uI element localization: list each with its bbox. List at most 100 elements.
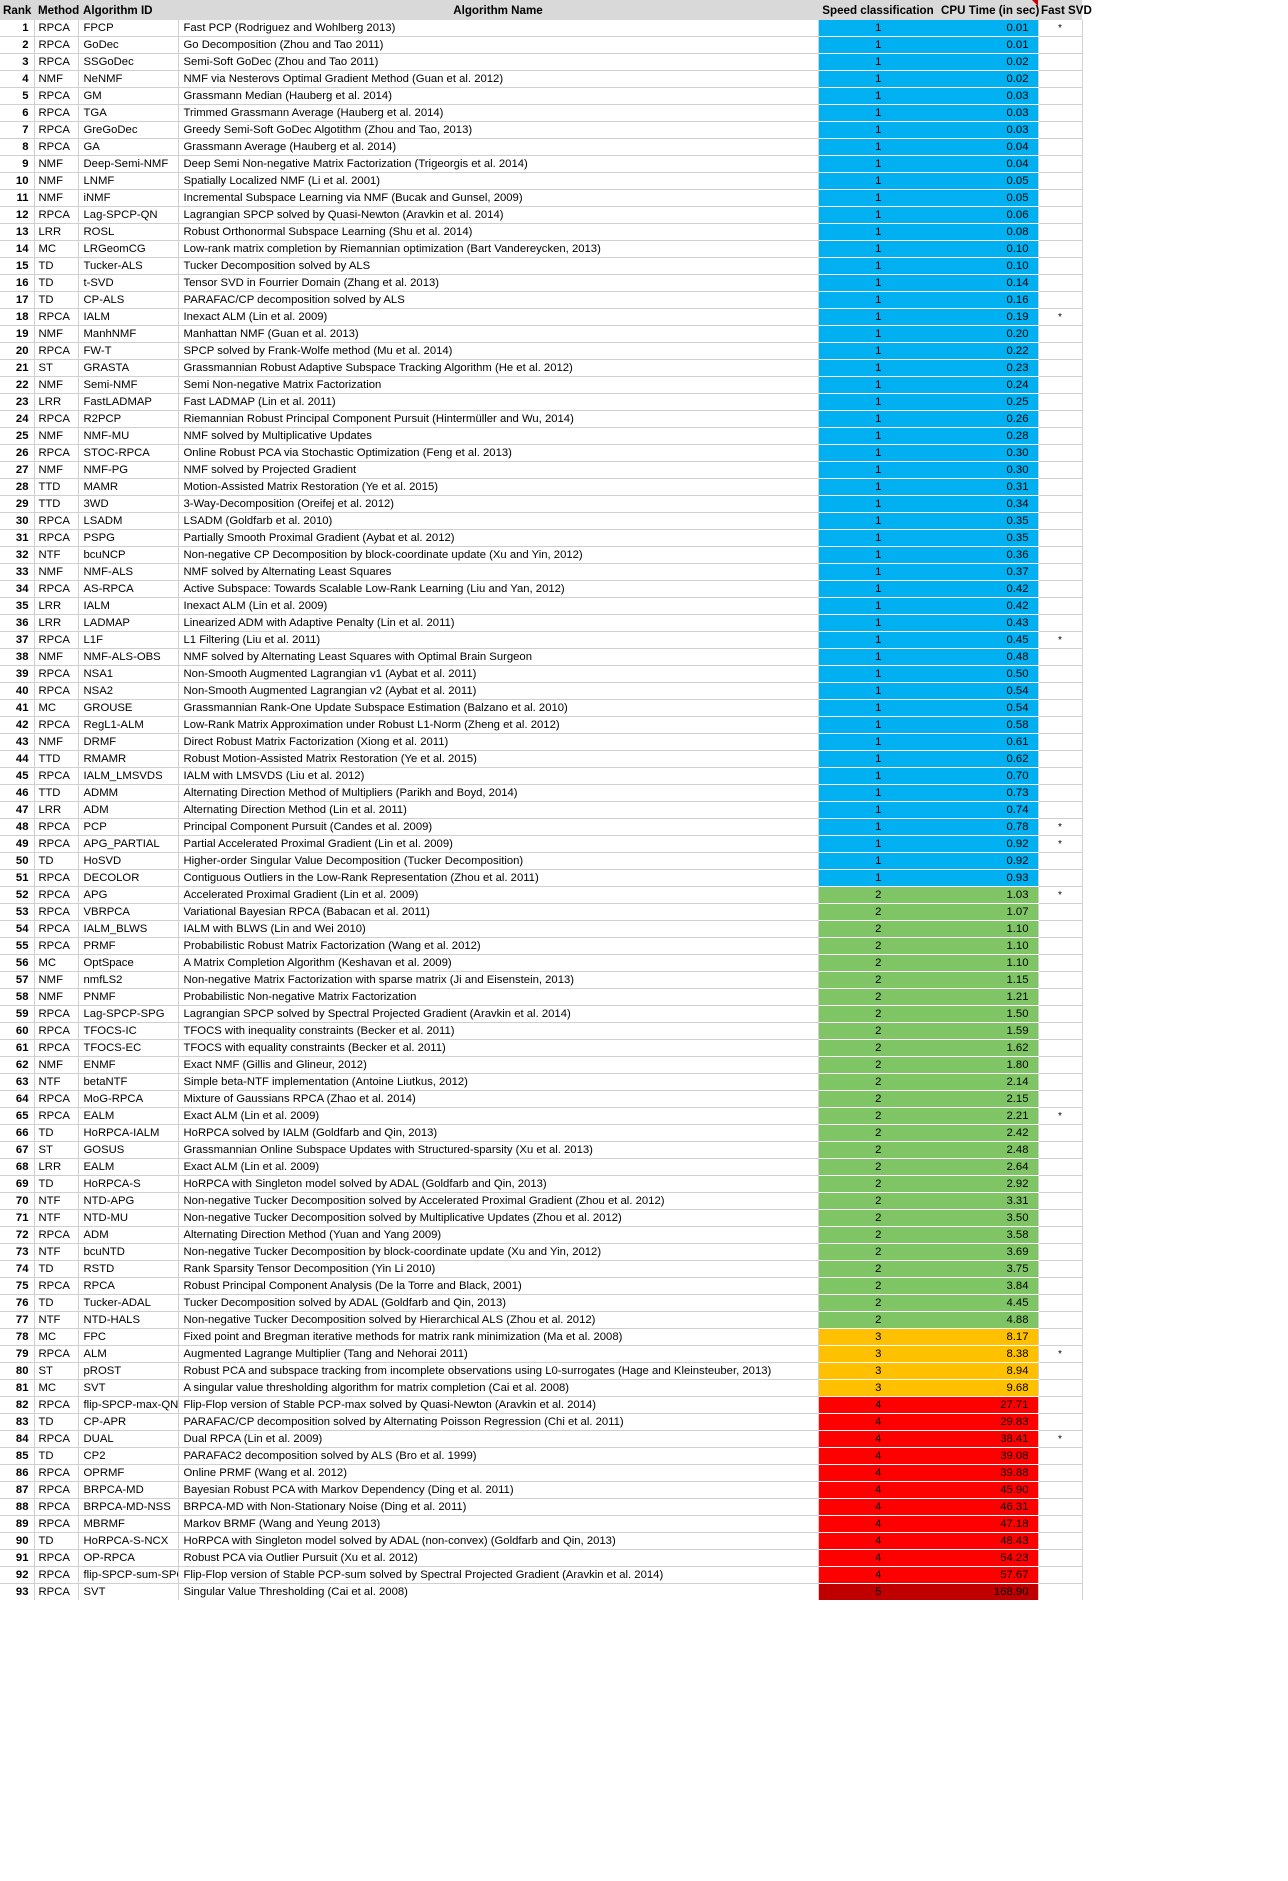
table-row[interactable]: 3 RPCA SSGoDec Semi-Soft GoDec (Zhou and Ta…: [0, 53, 1083, 71]
table-row[interactable]: 56 MC OptSpace A Matrix Completion Algorith…: [0, 954, 1083, 972]
table-row[interactable]: 67 ST GOSUS Grassmannian Online Subspace Up…: [0, 1141, 1083, 1159]
table-row[interactable]: 4 NMF NeNMF NMF via Nesterovs Optimal Gradi…: [0, 70, 1083, 88]
table-row[interactable]: 71 NTF NTD-MU Non-negative Tucker Decomposi…: [0, 1209, 1083, 1227]
table-row[interactable]: 32 NTF bcuNCP Non-negative CP Decomposition…: [0, 546, 1083, 564]
table-row[interactable]: 73 NTF bcuNTD Non-negative Tucker Decomposi…: [0, 1243, 1083, 1261]
table-row[interactable]: 91 RPCA OP-RPCA Robust PCA via Outlier Purs…: [0, 1549, 1083, 1567]
table-row[interactable]: 43 NMF DRMF Direct Robust Matrix Factorizat…: [0, 733, 1083, 751]
table-row[interactable]: 39 RPCA NSA1 Non-Smooth Augmented Lagrangia…: [0, 665, 1083, 683]
table-row[interactable]: 84 RPCA DUAL Dual RPCA (Lin et al. 2009) 4 38…: [0, 1430, 1083, 1448]
table-row[interactable]: 52 RPCA APG Accelerated Proximal Gradient (…: [0, 886, 1083, 904]
table-row[interactable]: 93 RPCA SVT Singular Value Thresholding (Ca…: [0, 1583, 1083, 1600]
table-row[interactable]: 77 NTF NTD-HALS Non-negative Tucker Decompo…: [0, 1311, 1083, 1329]
table-row[interactable]: 48 RPCA PCP Principal Component Pursuit (Ca…: [0, 818, 1083, 836]
table-row[interactable]: 26 RPCA STOC-RPCA Online Robust PCA via Sto…: [0, 444, 1083, 462]
table-row[interactable]: 35 LRR IALM Inexact ALM (Lin et al. 2009) 1 0…: [0, 597, 1083, 615]
table-row[interactable]: 19 NMF ManhNMF Manhattan NMF (Guan et al. 2…: [0, 325, 1083, 343]
table-row[interactable]: 66 TD HoRPCA-IALM HoRPCA solved by IALM (Go…: [0, 1124, 1083, 1142]
column-header-speed-classification[interactable]: Speed classification: [818, 0, 938, 20]
table-row[interactable]: 74 TD RSTD Rank Sparsity Tensor Decompositi…: [0, 1260, 1083, 1278]
table-row[interactable]: 54 RPCA IALM_BLWS IALM with BLWS (Lin and W…: [0, 920, 1083, 938]
table-row[interactable]: 25 NMF NMF-MU NMF solved by Multiplicative …: [0, 427, 1083, 445]
table-row[interactable]: 69 TD HoRPCA-S HoRPCA with Singleton model …: [0, 1175, 1083, 1193]
column-header-algorithm-id[interactable]: Algorithm ID: [78, 0, 178, 20]
table-row[interactable]: 17 TD CP-ALS PARAFAC/CP decomposition solve…: [0, 291, 1083, 309]
column-header-fast-svd[interactable]: Fast SVD: [1038, 0, 1092, 20]
table-row[interactable]: 83 TD CP-APR PARAFAC/CP decomposition solve…: [0, 1413, 1083, 1431]
column-header-rank[interactable]: Rank: [0, 0, 34, 20]
table-row[interactable]: 63 NTF betaNTF Simple beta-NTF implementati…: [0, 1073, 1083, 1091]
table-row[interactable]: 20 RPCA FW-T SPCP solved by Frank-Wolfe met…: [0, 342, 1083, 360]
table-row[interactable]: 22 NMF Semi-NMF Semi Non-negative Matrix Fa…: [0, 376, 1083, 394]
table-row[interactable]: 68 LRR EALM Exact ALM (Lin et al. 2009) 2 2.6…: [0, 1158, 1083, 1176]
column-header-cpu-time[interactable]: CPU Time (in sec): [938, 0, 1039, 20]
table-row[interactable]: 10 NMF LNMF Spatially Localized NMF (Li et …: [0, 172, 1083, 190]
table-row[interactable]: 90 TD HoRPCA-S-NCX HoRPCA with Singleton mo…: [0, 1532, 1083, 1550]
table-row[interactable]: 57 NMF nmfLS2 Non-negative Matrix Factoriza…: [0, 971, 1083, 989]
table-row[interactable]: 64 RPCA MoG-RPCA Mixture of Gaussians RPCA …: [0, 1090, 1083, 1108]
table-row[interactable]: 58 NMF PNMF Probabilistic Non-negative Matr…: [0, 988, 1083, 1006]
table-row[interactable]: 65 RPCA EALM Exact ALM (Lin et al. 2009) 2 2.…: [0, 1107, 1083, 1125]
table-row[interactable]: 86 RPCA OPRMF Online PRMF (Wang et al. 2012…: [0, 1464, 1083, 1482]
table-row[interactable]: 72 RPCA ADM Alternating Direction Method (Y…: [0, 1226, 1083, 1244]
table-row[interactable]: 80 ST pROST Robust PCA and subspace trackin…: [0, 1362, 1083, 1380]
table-row[interactable]: 70 NTF NTD-APG Non-negative Tucker Decompos…: [0, 1192, 1083, 1210]
table-row[interactable]: 27 NMF NMF-PG NMF solved by Projected Gradi…: [0, 461, 1083, 479]
table-row[interactable]: 34 RPCA AS-RPCA Active Subspace: Towards Sc…: [0, 580, 1083, 598]
table-row[interactable]: 21 ST GRASTA Grassmannian Robust Adaptive S…: [0, 359, 1083, 377]
table-row[interactable]: 49 RPCA APG_PARTIAL Partial Accelerated Pro…: [0, 835, 1083, 853]
table-row[interactable]: 11 NMF iNMF Incremental Subspace Learning v…: [0, 189, 1083, 207]
table-row[interactable]: 76 TD Tucker-ADAL Tucker Decomposition solv…: [0, 1294, 1083, 1312]
table-row[interactable]: 7 RPCA GreGoDec Greedy Semi-Soft GoDec Algo…: [0, 121, 1083, 139]
table-row[interactable]: 79 RPCA ALM Augmented Lagrange Multiplier (…: [0, 1345, 1083, 1363]
table-row[interactable]: 15 TD Tucker-ALS Tucker Decomposition solve…: [0, 257, 1083, 275]
table-row[interactable]: 16 TD t-SVD Tensor SVD in Fourrier Domain (…: [0, 274, 1083, 292]
table-row[interactable]: 33 NMF NMF-ALS NMF solved by Alternating Le…: [0, 563, 1083, 581]
table-row[interactable]: 88 RPCA BRPCA-MD-NSS BRPCA-MD with Non-Stat…: [0, 1498, 1083, 1516]
table-row[interactable]: 78 MC FPC Fixed point and Bregman iterative…: [0, 1328, 1083, 1346]
table-row[interactable]: 53 RPCA VBRPCA Variational Bayesian RPCA (B…: [0, 903, 1083, 921]
table-row[interactable]: 45 RPCA IALM_LMSVDS IALM with LMSVDS (Liu e…: [0, 767, 1083, 785]
table-row[interactable]: 85 TD CP2 PARAFAC2 decomposition solved by …: [0, 1447, 1083, 1465]
table-row[interactable]: 75 RPCA RPCA Robust Principal Component Ana…: [0, 1277, 1083, 1295]
table-row[interactable]: 18 RPCA IALM Inexact ALM (Lin et al. 2009) 1…: [0, 308, 1083, 326]
table-row[interactable]: 13 LRR ROSL Robust Orthonormal Subspace Lea…: [0, 223, 1083, 241]
table-row[interactable]: 29 TTD 3WD 3-Way-Decomposition (Oreifej et …: [0, 495, 1083, 513]
table-row[interactable]: 38 NMF NMF-ALS-OBS NMF solved by Alternatin…: [0, 648, 1083, 666]
column-header-algorithm-name[interactable]: Algorithm Name: [178, 0, 818, 20]
table-row[interactable]: 60 RPCA TFOCS-IC TFOCS with inequality cons…: [0, 1022, 1083, 1040]
table-row[interactable]: 23 LRR FastLADMAP Fast LADMAP (Lin et al. 2…: [0, 393, 1083, 411]
table-row[interactable]: 59 RPCA Lag-SPCP-SPG Lagrangian SPCP solved…: [0, 1005, 1083, 1023]
table-row[interactable]: 14 MC LRGeomCG Low-rank matrix completion b…: [0, 240, 1083, 258]
table-row[interactable]: 46 TTD ADMM Alternating Direction Method of…: [0, 784, 1083, 802]
table-row[interactable]: 36 LRR LADMAP Linearized ADM with Adaptive …: [0, 614, 1083, 632]
table-row[interactable]: 37 RPCA L1F L1 Filtering (Liu et al. 2011) 1…: [0, 631, 1083, 649]
table-row[interactable]: 92 RPCA flip-SPCP-sum-SPG Flip-Flop version…: [0, 1566, 1083, 1584]
table-row[interactable]: 61 RPCA TFOCS-EC TFOCS with equality constr…: [0, 1039, 1083, 1057]
table-row[interactable]: 28 TTD MAMR Motion-Assisted Matrix Restorat…: [0, 478, 1083, 496]
table-row[interactable]: 50 TD HoSVD Higher-order Singular Value Dec…: [0, 852, 1083, 870]
table-row[interactable]: 9 NMF Deep-Semi-NMF Deep Semi Non-negative …: [0, 155, 1083, 173]
table-row[interactable]: 8 RPCA GA Grassmann Average (Hauberg et al.…: [0, 138, 1083, 156]
table-row[interactable]: 51 RPCA DECOLOR Contiguous Outliers in the …: [0, 869, 1083, 887]
table-row[interactable]: 47 LRR ADM Alternating Direction Method (Li…: [0, 801, 1083, 819]
table-row[interactable]: 5 RPCA GM Grassmann Median (Hauberg et al. …: [0, 87, 1083, 105]
table-row[interactable]: 81 MC SVT A singular value thresholding alg…: [0, 1379, 1083, 1397]
table-row[interactable]: 24 RPCA R2PCP Riemannian Robust Principal C…: [0, 410, 1083, 428]
column-header-method[interactable]: Method: [34, 0, 79, 20]
table-row[interactable]: 12 RPCA Lag-SPCP-QN Lagrangian SPCP solved …: [0, 206, 1083, 224]
table-row[interactable]: 62 NMF ENMF Exact NMF (Gillis and Glineur, …: [0, 1056, 1083, 1074]
table-row[interactable]: 6 RPCA TGA Trimmed Grassmann Average (Haube…: [0, 104, 1083, 122]
table-row[interactable]: 44 TTD RMAMR Robust Motion-Assisted Matrix …: [0, 750, 1083, 768]
table-row[interactable]: 82 RPCA flip-SPCP-max-QN Flip-Flop version …: [0, 1396, 1083, 1414]
table-row[interactable]: 30 RPCA LSADM LSADM (Goldfarb et al. 2010) 1…: [0, 512, 1083, 530]
table-row[interactable]: 1 RPCA FPCP Fast PCP (Rodriguez and Wohlber…: [0, 20, 1083, 37]
table-row[interactable]: 40 RPCA NSA2 Non-Smooth Augmented Lagrangia…: [0, 682, 1083, 700]
table-row[interactable]: 41 MC GROUSE Grassmannian Rank-One Update S…: [0, 699, 1083, 717]
table-row[interactable]: 42 RPCA RegL1-ALM Low-Rank Matrix Approxima…: [0, 716, 1083, 734]
table-row[interactable]: 89 RPCA MBRMF Markov BRMF (Wang and Yeung 2…: [0, 1515, 1083, 1533]
table-row[interactable]: 87 RPCA BRPCA-MD Bayesian Robust PCA with M…: [0, 1481, 1083, 1499]
table-row[interactable]: 31 RPCA PSPG Partially Smooth Proximal Grad…: [0, 529, 1083, 547]
table-row[interactable]: 55 RPCA PRMF Probabilistic Robust Matrix Fa…: [0, 937, 1083, 955]
table-row[interactable]: 2 RPCA GoDec Go Decomposition (Zhou and Tao…: [0, 36, 1083, 54]
